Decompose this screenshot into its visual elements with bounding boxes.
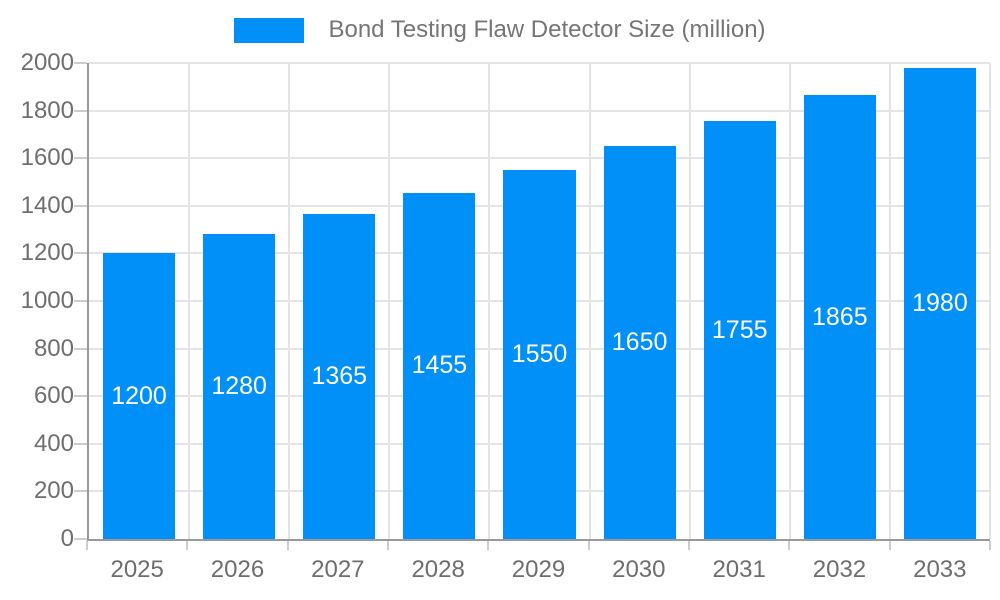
x-tick-label: 2027 — [311, 556, 365, 583]
y-tick — [74, 442, 87, 445]
y-axis-labels: 0 200 400 600 800 1000 1200 1400 1600 1800 2000 — [0, 51, 74, 551]
bar-value-label: 1980 — [912, 288, 968, 317]
x-tick — [989, 541, 991, 550]
x-axis-labels: 2025 2026 2027 2028 2029 2030 2031 2032 2033 — [87, 556, 990, 584]
y-tick-label: 200 — [33, 477, 74, 505]
bar-value-label: 1365 — [311, 362, 368, 391]
bar-value-label: 1200 — [111, 381, 167, 410]
bar: 1865 — [803, 95, 876, 539]
bar-value-label: 1650 — [611, 328, 668, 357]
y-tick — [74, 300, 87, 302]
x-tick — [888, 541, 891, 550]
y-tick — [74, 395, 87, 398]
y-tick — [74, 157, 87, 160]
y-tick — [74, 62, 87, 64]
v-gridline — [188, 63, 191, 539]
bar-value-label: 1755 — [711, 315, 768, 344]
x-tick — [286, 541, 289, 550]
y-tick — [74, 109, 87, 112]
bar-value-label: 1865 — [812, 302, 868, 331]
y-tick-label: 1200 — [20, 239, 74, 267]
y-tick — [74, 347, 87, 350]
x-tick — [687, 541, 690, 550]
bar: 1280 — [203, 234, 276, 539]
h-gridline — [89, 62, 990, 64]
v-gridline — [888, 63, 891, 539]
bar-value-label: 1455 — [411, 351, 468, 380]
bar: 1980 — [903, 67, 976, 539]
y-tick-label: 1600 — [20, 144, 74, 172]
x-tick-label: 2026 — [210, 556, 265, 583]
v-gridline — [488, 63, 491, 539]
y-tick-label: 1800 — [20, 96, 74, 124]
x-tick-label: 2029 — [511, 556, 566, 583]
bar: 1455 — [403, 192, 476, 539]
v-gridline — [288, 63, 291, 539]
x-tick-label: 2033 — [913, 556, 967, 583]
bar: 1755 — [703, 121, 776, 539]
x-tick — [386, 541, 389, 550]
x-tick — [487, 541, 490, 550]
y-tick-label: 0 — [60, 525, 74, 552]
legend-label: Bond Testing Flaw Detector Size (million… — [328, 16, 766, 43]
v-gridline — [688, 63, 691, 539]
bar: 1365 — [303, 214, 376, 539]
y-tick — [74, 490, 87, 493]
v-gridline — [989, 63, 991, 539]
x-tick-label: 2032 — [812, 556, 867, 583]
y-tick — [74, 252, 87, 255]
v-gridline — [388, 63, 391, 539]
v-gridline — [788, 63, 791, 539]
legend-item[interactable]: Bond Testing Flaw Detector Size (million… — [0, 16, 1000, 44]
y-tick-label: 1400 — [20, 191, 74, 219]
bar: 1200 — [103, 253, 176, 539]
y-tick — [74, 538, 87, 540]
x-tick — [587, 541, 590, 550]
x-tick-label: 2030 — [612, 556, 666, 583]
x-axis-ticks — [86, 541, 991, 550]
y-tick-label: 800 — [33, 334, 74, 362]
x-tick — [186, 541, 189, 550]
x-tick-label: 2028 — [411, 556, 465, 583]
x-tick-label: 2025 — [110, 556, 164, 583]
bar: 1550 — [503, 170, 576, 539]
x-tick — [788, 541, 791, 550]
plot-area: 1200 1280 1365 1455 1550 1650 1755 1865 1980 — [87, 62, 991, 541]
y-tick-label: 1000 — [20, 287, 74, 314]
h-gridline — [89, 109, 990, 112]
y-axis-ticks — [74, 62, 87, 540]
y-tick-label: 400 — [33, 429, 74, 457]
bar-value-label: 1550 — [511, 340, 568, 369]
bar: 1650 — [603, 146, 676, 539]
v-gridline — [588, 63, 591, 539]
x-tick — [86, 541, 88, 550]
y-tick-label: 600 — [33, 382, 74, 410]
legend-swatch — [234, 17, 305, 43]
y-tick-label: 2000 — [20, 49, 74, 76]
y-tick — [74, 204, 87, 207]
h-gridline — [89, 157, 990, 160]
bar-value-label: 1280 — [211, 372, 267, 401]
x-tick-label: 2031 — [712, 556, 766, 583]
